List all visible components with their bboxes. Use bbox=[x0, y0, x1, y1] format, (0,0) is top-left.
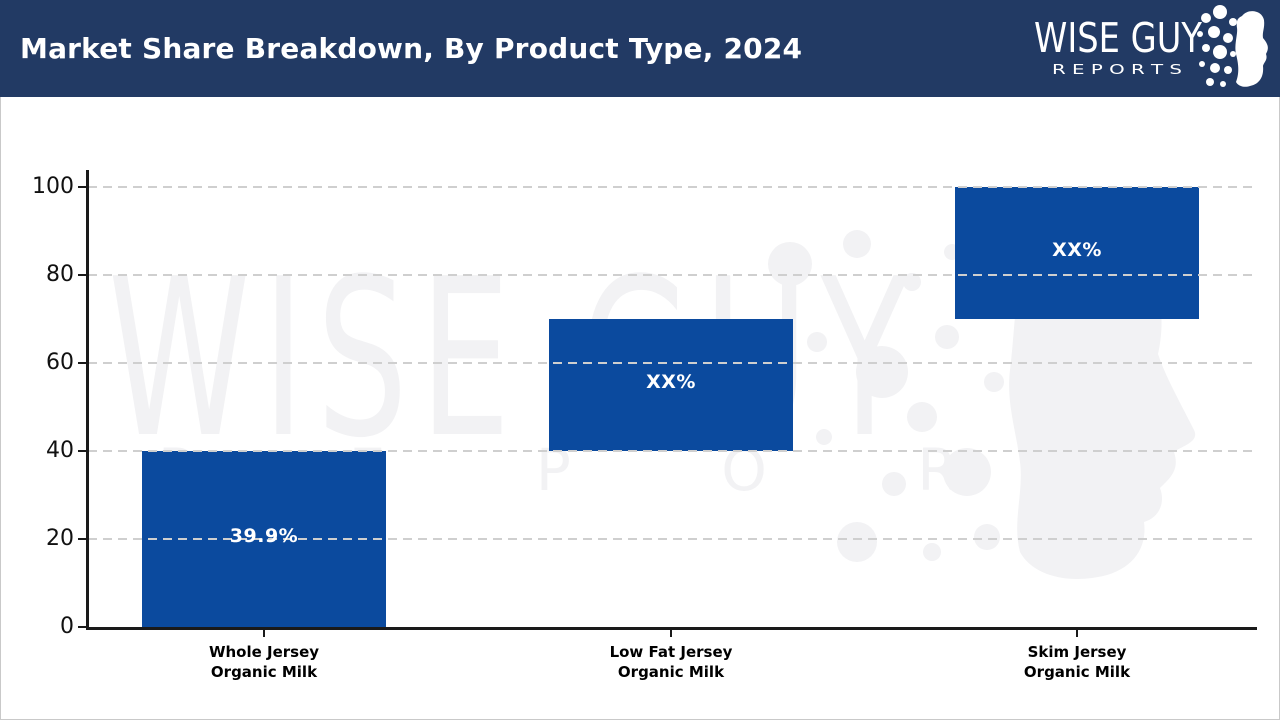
y-tick-40 bbox=[78, 450, 88, 452]
x-category-label-1: Whole Jersey Organic Milk bbox=[208, 643, 320, 681]
x-tick-3 bbox=[1076, 629, 1078, 637]
y-tick-label-20: 20 bbox=[46, 526, 74, 551]
x-axis-line bbox=[86, 627, 1257, 630]
chart-area: 0 20 40 60 80 100 39.9% Whole Jersey Organic Mi… bbox=[0, 97, 1280, 720]
bar-value-label-1: 39.9% bbox=[229, 525, 299, 548]
header-bar: Market Share Breakdown, By Product Type,… bbox=[0, 0, 1280, 97]
y-tick-60 bbox=[78, 362, 88, 364]
logo-face-icon bbox=[1197, 4, 1268, 87]
gridline-100 bbox=[88, 186, 1257, 188]
gridline-40 bbox=[88, 450, 1257, 452]
logo-reports-text: R E P O R T S bbox=[1052, 63, 1182, 78]
gridline-20 bbox=[88, 538, 1257, 540]
x-category-label-3: Skim Jersey Organic Milk bbox=[1023, 643, 1131, 681]
bar-2 bbox=[549, 319, 793, 451]
y-tick-label-100: 100 bbox=[32, 174, 74, 199]
x-category-label-2: Low Fat Jersey Organic Milk bbox=[609, 643, 733, 681]
bar-value-label-2: XX% bbox=[646, 371, 696, 393]
bar-value-label-3: XX% bbox=[1052, 239, 1102, 261]
x-tick-1 bbox=[263, 629, 265, 637]
wise-guy-logo: WISE GUY R E P O R T S bbox=[1034, 4, 1268, 87]
x-tick-2 bbox=[670, 629, 672, 637]
gridline-80 bbox=[88, 274, 1257, 276]
y-tick-20 bbox=[78, 538, 88, 540]
logo-wordmark: WISE GUY bbox=[1034, 14, 1203, 62]
y-axis-line bbox=[86, 170, 89, 629]
y-tick-80 bbox=[78, 274, 88, 276]
y-tick-0 bbox=[78, 626, 88, 628]
y-tick-100 bbox=[78, 186, 88, 188]
page-title: Market Share Breakdown, By Product Type,… bbox=[20, 32, 803, 65]
y-tick-label-80: 80 bbox=[46, 262, 74, 287]
y-tick-label-60: 60 bbox=[46, 350, 74, 375]
gridline-60 bbox=[88, 362, 1257, 364]
y-tick-label-0: 0 bbox=[60, 614, 74, 639]
y-tick-label-40: 40 bbox=[46, 438, 74, 463]
